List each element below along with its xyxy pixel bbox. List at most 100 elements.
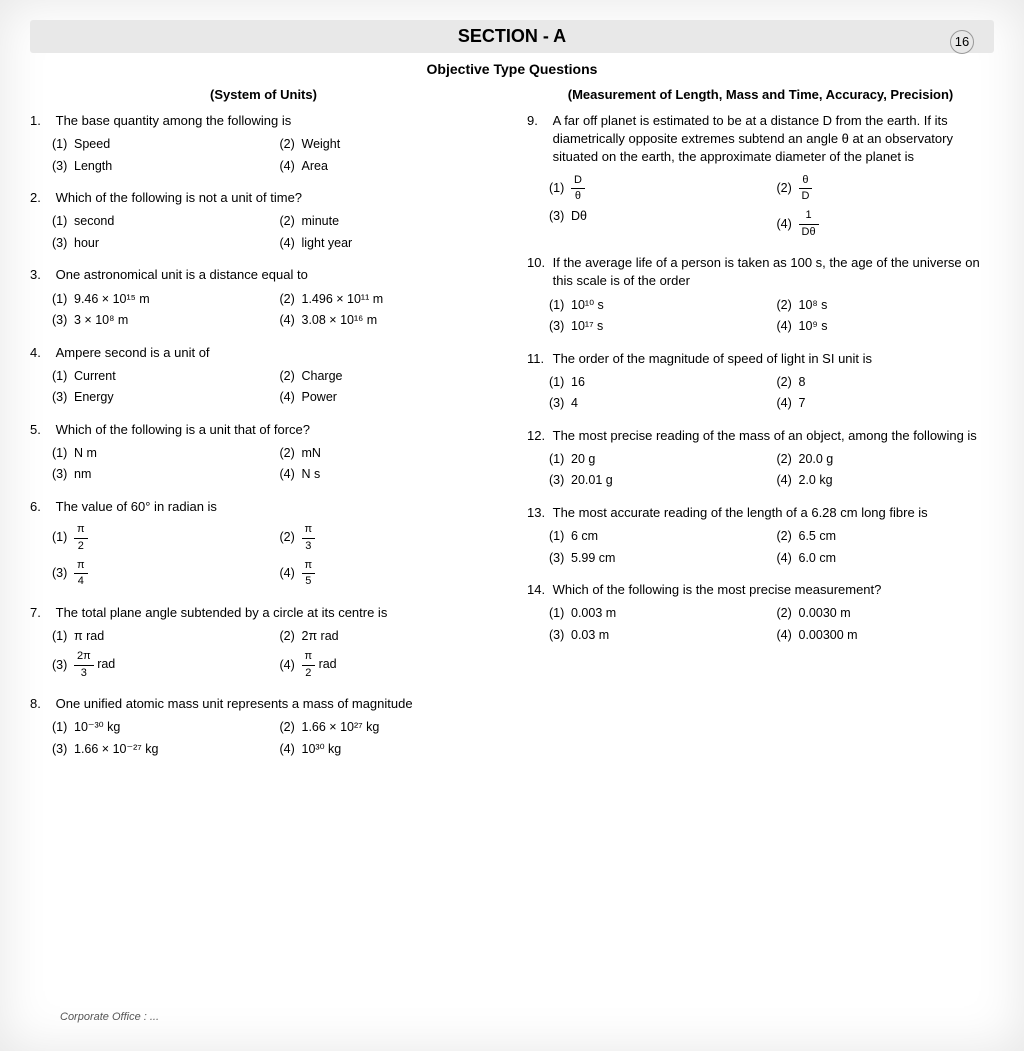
option: (4)7 xyxy=(777,395,995,413)
q-text: If the average life of a person is taken… xyxy=(553,254,994,290)
option: (3)Energy xyxy=(52,389,270,407)
option: (1)10¹⁰ s xyxy=(549,297,767,315)
option: (3)nm xyxy=(52,466,270,484)
option: (3)Dθ xyxy=(549,208,767,240)
q-num: 5. xyxy=(30,421,52,439)
q-text: The base quantity among the following is xyxy=(56,112,497,130)
question-9: 9. A far off planet is estimated to be a… xyxy=(527,112,994,240)
option: (4)10⁹ s xyxy=(777,318,995,336)
option: (3)1.66 × 10⁻²⁷ kg xyxy=(52,741,270,759)
left-column: (System of Units) 1. The base quantity a… xyxy=(30,87,497,772)
q-num: 11. xyxy=(527,350,549,368)
option: (4)2.0 kg xyxy=(777,472,995,490)
section-subtitle: Objective Type Questions xyxy=(30,61,994,77)
section-title: SECTION - A xyxy=(30,20,994,53)
option: (3)4 xyxy=(549,395,767,413)
option: (4)N s xyxy=(280,466,498,484)
option: (2)mN xyxy=(280,445,498,463)
option: (2)2π rad xyxy=(280,628,498,646)
q-num: 4. xyxy=(30,344,52,362)
option: (2)θD xyxy=(777,173,995,205)
option: (4)3.08 × 10¹⁶ m xyxy=(280,312,498,330)
option: (1)Dθ xyxy=(549,173,767,205)
q-text: Which of the following is not a unit of … xyxy=(56,189,497,207)
left-heading: (System of Units) xyxy=(30,87,497,102)
option: (4)Area xyxy=(280,158,498,176)
option: (2)6.5 cm xyxy=(777,528,995,546)
q-text: The most accurate reading of the length … xyxy=(553,504,994,522)
q-num: 10. xyxy=(527,254,549,272)
option: (1)20 g xyxy=(549,451,767,469)
question-4: 4. Ampere second is a unit of (1)Current… xyxy=(30,344,497,407)
q-num: 12. xyxy=(527,427,549,445)
question-12: 12. The most precise reading of the mass… xyxy=(527,427,994,490)
q-text: Which of the following is a unit that of… xyxy=(56,421,497,439)
option: (1)16 xyxy=(549,374,767,392)
option: (2)8 xyxy=(777,374,995,392)
q-text: The most precise reading of the mass of … xyxy=(553,427,994,445)
option: (3)3 × 10⁸ m xyxy=(52,312,270,330)
option: (3)10¹⁷ s xyxy=(549,318,767,336)
option: (3)20.01 g xyxy=(549,472,767,490)
option: (1)9.46 × 10¹⁵ m xyxy=(52,291,270,309)
q-text: One astronomical unit is a distance equa… xyxy=(56,266,497,284)
question-7: 7. The total plane angle subtended by a … xyxy=(30,604,497,681)
option: (1)0.003 m xyxy=(549,605,767,623)
option: (4)0.00300 m xyxy=(777,627,995,645)
question-13: 13. The most accurate reading of the len… xyxy=(527,504,994,567)
option: (2)0.0030 m xyxy=(777,605,995,623)
option: (4)6.0 cm xyxy=(777,550,995,568)
option: (4)π5 xyxy=(280,558,498,590)
question-5: 5. Which of the following is a unit that… xyxy=(30,421,497,484)
option: (1)Speed xyxy=(52,136,270,154)
q-num: 1. xyxy=(30,112,52,130)
q-text: Which of the following is the most preci… xyxy=(553,581,994,599)
q-num: 8. xyxy=(30,695,52,713)
option: (4)light year xyxy=(280,235,498,253)
content-columns: (System of Units) 1. The base quantity a… xyxy=(30,87,994,772)
q-text: Ampere second is a unit of xyxy=(56,344,497,362)
option: (3)0.03 m xyxy=(549,627,767,645)
option: (2)minute xyxy=(280,213,498,231)
option: (2)1.66 × 10²⁷ kg xyxy=(280,719,498,737)
q-text: The value of 60° in radian is xyxy=(56,498,497,516)
question-14: 14. Which of the following is the most p… xyxy=(527,581,994,644)
option: (1)10⁻³⁰ kg xyxy=(52,719,270,737)
option: (3)5.99 cm xyxy=(549,550,767,568)
question-10: 10. If the average life of a person is t… xyxy=(527,254,994,335)
option: (2)1.496 × 10¹¹ m xyxy=(280,291,498,309)
q-num: 14. xyxy=(527,581,549,599)
option: (1)6 cm xyxy=(549,528,767,546)
option: (3)Length xyxy=(52,158,270,176)
option: (3)2π3 rad xyxy=(52,649,270,681)
q-num: 2. xyxy=(30,189,52,207)
option: (4)1Dθ xyxy=(777,208,995,240)
option: (4)π2 rad xyxy=(280,649,498,681)
q-num: 9. xyxy=(527,112,549,130)
question-8: 8. One unified atomic mass unit represen… xyxy=(30,695,497,758)
option: (1)second xyxy=(52,213,270,231)
q-num: 3. xyxy=(30,266,52,284)
option: (2)Weight xyxy=(280,136,498,154)
option: (1)Current xyxy=(52,368,270,386)
option: (2)10⁸ s xyxy=(777,297,995,315)
right-heading: (Measurement of Length, Mass and Time, A… xyxy=(527,87,994,102)
option: (2)π3 xyxy=(280,522,498,554)
option: (3)π4 xyxy=(52,558,270,590)
right-column: (Measurement of Length, Mass and Time, A… xyxy=(527,87,994,772)
option: (4)Power xyxy=(280,389,498,407)
q-num: 6. xyxy=(30,498,52,516)
option: (3)hour xyxy=(52,235,270,253)
page-number: 16 xyxy=(950,30,974,54)
q-num: 13. xyxy=(527,504,549,522)
option: (4)10³⁰ kg xyxy=(280,741,498,759)
option: (2)20.0 g xyxy=(777,451,995,469)
option: (1)N m xyxy=(52,445,270,463)
question-6: 6. The value of 60° in radian is (1)π2 (… xyxy=(30,498,497,590)
question-11: 11. The order of the magnitude of speed … xyxy=(527,350,994,413)
question-3: 3. One astronomical unit is a distance e… xyxy=(30,266,497,329)
q-text: A far off planet is estimated to be at a… xyxy=(553,112,994,167)
q-text: One unified atomic mass unit represents … xyxy=(56,695,497,713)
question-2: 2. Which of the following is not a unit … xyxy=(30,189,497,252)
option: (2)Charge xyxy=(280,368,498,386)
